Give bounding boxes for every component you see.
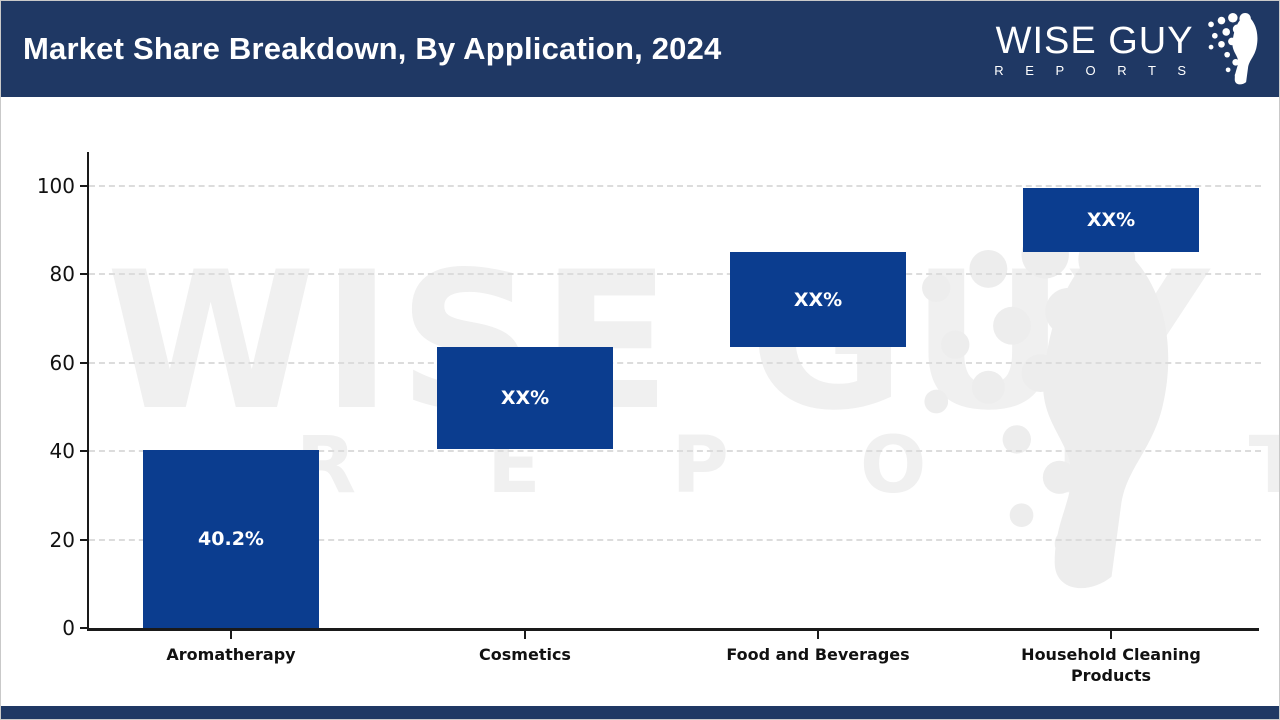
x-tick-mark — [817, 631, 819, 639]
y-tick-mark — [80, 627, 88, 629]
chart-title: Market Share Breakdown, By Application, … — [23, 31, 722, 66]
bar-segment: XX% — [730, 252, 906, 348]
logo-subtitle: R E P O R T S — [994, 62, 1195, 78]
gridline-100 — [89, 185, 1261, 187]
y-tick-label: 80 — [49, 262, 75, 287]
y-tick-mark — [80, 538, 88, 541]
y-tick-mark — [80, 361, 88, 364]
y-tick-label: 100 — [36, 174, 75, 198]
bar-value-label: XX% — [793, 288, 843, 311]
bar-value-label: XX% — [500, 387, 550, 410]
gridline-80 — [89, 273, 1261, 276]
wise-guy-reports-logo: WISE GUY R E P O R T S — [994, 13, 1259, 85]
bar-segment: XX% — [1023, 188, 1199, 253]
y-tick-label: 40 — [49, 439, 75, 464]
y-tick-label: 60 — [49, 350, 75, 375]
x-tick-mark — [524, 631, 526, 639]
dotted-face-icon — [1208, 13, 1258, 85]
bar-segment: XX% — [437, 347, 613, 449]
x-tick-mark — [1110, 631, 1112, 639]
gridline-20 — [89, 538, 1261, 541]
bar-value-label: XX% — [1086, 209, 1136, 232]
plot-area: WISE GUY R E P O R T S 020406080100Aroma… — [1, 97, 1279, 708]
y-tick-mark — [80, 450, 88, 453]
y-tick-label: 0 — [62, 616, 75, 640]
y-tick-mark — [80, 185, 88, 187]
y-tick-label: 20 — [49, 527, 75, 552]
logo-wordmark: WISE GUY — [995, 19, 1194, 62]
x-category-label: Aromatherapy — [166, 645, 296, 664]
x-category-label: Cosmetics — [479, 645, 571, 664]
watermark-wordmark: WISE GUY — [106, 231, 1215, 452]
y-axis-line — [87, 152, 89, 630]
x-tick-mark — [230, 631, 232, 639]
header-bar: Market Share Breakdown, By Application, … — [1, 1, 1279, 97]
x-category-label: Household Cleaning Products — [1021, 645, 1201, 685]
y-tick-mark — [80, 273, 88, 276]
bar-segment: 40.2% — [143, 450, 319, 628]
footer-bar — [1, 706, 1279, 719]
x-axis-line — [87, 628, 1259, 631]
gridline-60 — [89, 361, 1261, 364]
gridline-40 — [89, 450, 1261, 453]
watermark-dotted-face — [922, 231, 1169, 589]
x-category-label: Food and Beverages — [726, 645, 910, 664]
bar-value-label: 40.2% — [198, 528, 264, 551]
